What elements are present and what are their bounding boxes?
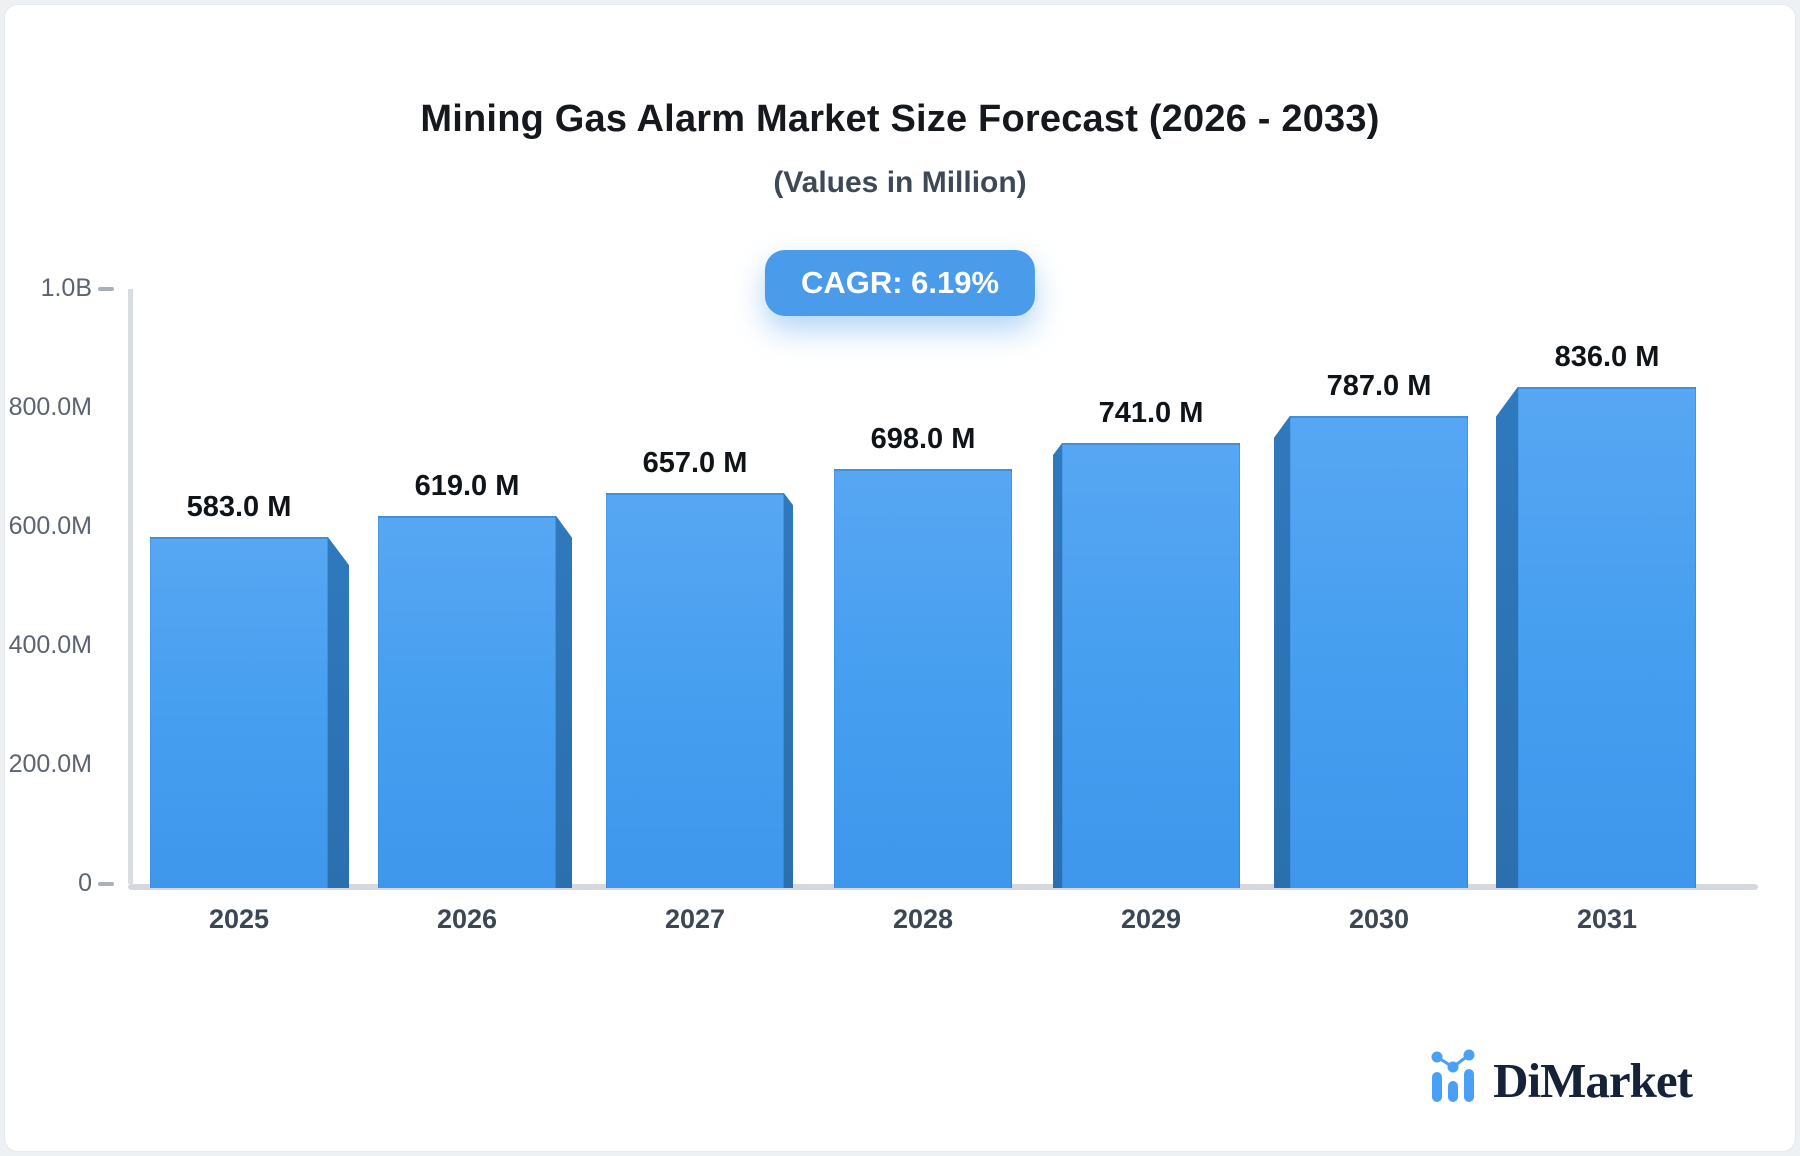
y-axis-tick-label: 0 [78, 869, 92, 897]
bar-chart-logo-icon [1431, 1049, 1475, 1102]
cagr-badge: CAGR: 6.19% [764, 250, 1036, 316]
y-axis-line [128, 289, 133, 884]
y-axis-tick-label: 600.0M [8, 512, 92, 540]
bar-value-label: 836.0 M [1554, 340, 1660, 373]
bar-2027[interactable] [606, 493, 784, 888]
bar-2028[interactable] [834, 468, 1012, 888]
x-axis-category-label: 2029 [1120, 904, 1182, 934]
bar-2030[interactable] [1290, 415, 1468, 888]
x-axis-category-label: 2028 [892, 904, 954, 934]
bar-value-label: 741.0 M [1098, 397, 1204, 430]
x-axis-category-label: 2027 [664, 904, 726, 934]
dimarket-logo: DiMarket [1429, 1048, 1693, 1108]
bar-value-label: 657.0 M [642, 447, 748, 480]
bar-3d-side [1496, 386, 1518, 888]
bar-3d-side [556, 515, 572, 888]
y-axis-tick-label: 200.0M [8, 750, 92, 778]
bar-3d-side [784, 493, 793, 888]
bar-2025[interactable] [150, 537, 328, 888]
y-axis-tick-mark [98, 882, 114, 886]
y-axis-tick-mark [98, 287, 114, 291]
bar-3d-side [328, 537, 349, 888]
x-axis-category-label: 2030 [1348, 904, 1410, 934]
bar-3d-side [1274, 415, 1290, 888]
chart-title: Mining Gas Alarm Market Size Forecast (2… [420, 98, 1380, 140]
y-axis-tick-label: 1.0B [40, 274, 92, 302]
bar-2026[interactable] [378, 515, 556, 888]
bar-2031[interactable] [1518, 386, 1696, 888]
x-axis-category-label: 2026 [436, 904, 498, 934]
bar-value-label: 583.0 M [186, 491, 292, 524]
chart-subtitle: (Values in Million) [773, 166, 1027, 199]
y-axis-tick-label: 800.0M [8, 393, 92, 421]
x-axis-category-label: 2031 [1576, 904, 1638, 934]
bar-3d-side [1053, 443, 1062, 888]
bar-2029[interactable] [1062, 443, 1240, 888]
logo-wordmark: DiMarket [1493, 1053, 1693, 1108]
bar-value-label: 698.0 M [870, 422, 976, 455]
bar-value-label: 619.0 M [414, 469, 520, 502]
x-axis-category-label: 2025 [208, 904, 270, 934]
y-axis-tick-label: 400.0M [8, 631, 92, 659]
bar-value-label: 787.0 M [1326, 369, 1432, 402]
